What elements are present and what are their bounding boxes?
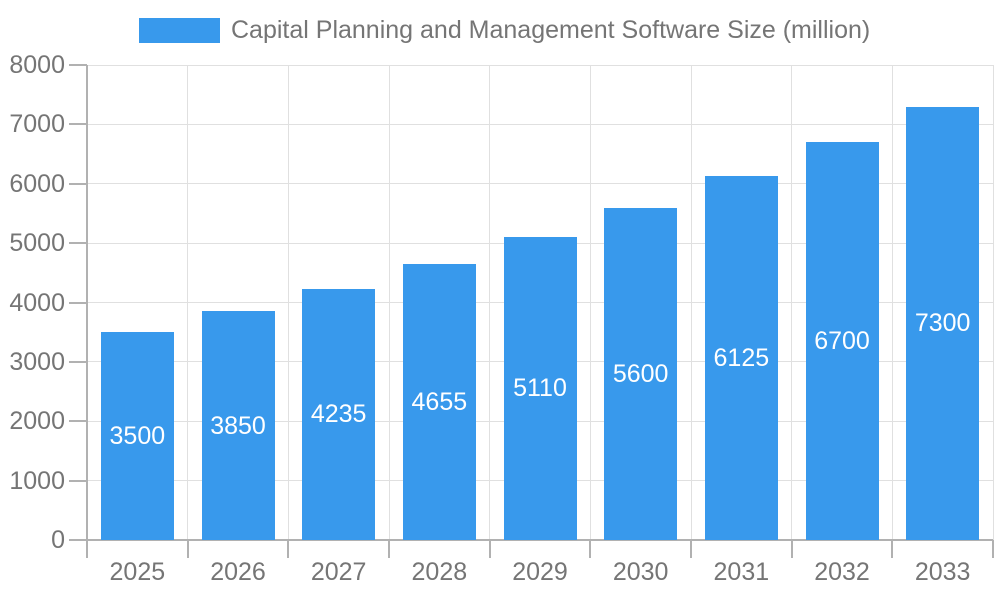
bar-value-label: 5110 [513,374,567,403]
x-axis-tick [388,540,390,558]
x-axis-label: 2032 [814,558,870,586]
y-axis-tick [69,420,87,423]
y-axis-tick [69,64,87,66]
x-axis-label: 2030 [612,558,669,586]
bar-value-label: 4235 [310,400,367,429]
y-axis-tick [69,360,87,363]
x-axis-label: 2027 [310,558,367,586]
x-axis-label: 2033 [914,558,971,586]
bar[interactable] [906,106,980,540]
x-axis-tick [86,540,88,558]
chart-legend[interactable]: Capital Planning and Management Software… [139,15,871,44]
x-axis-tick [690,540,692,558]
x-gridline [992,65,994,540]
y-axis-label: 3000 [9,347,65,376]
x-gridline [489,65,491,540]
legend-title: Capital Planning and Management Software… [231,15,871,44]
x-gridline [388,65,390,540]
x-gridline [891,65,893,540]
y-axis-label: 7000 [9,110,65,139]
x-gridline [589,65,591,540]
bar-value-label: 6700 [814,327,870,356]
bar[interactable] [604,207,678,540]
bar[interactable] [201,311,275,540]
y-axis-tick [69,301,87,304]
y-axis-line [86,65,88,540]
bar-value-label: 4655 [411,387,468,416]
x-axis-tick [589,540,592,558]
x-gridline [187,65,189,540]
x-axis-label: 2028 [411,558,468,586]
x-axis-line [86,539,993,541]
y-gridline [87,123,993,125]
bar-value-label: 3850 [210,411,266,440]
bar-value-label: 3500 [109,422,166,451]
bar[interactable] [805,142,879,540]
x-axis-label: 2025 [109,558,166,586]
x-axis-tick [287,540,290,558]
y-axis-label: 0 [51,526,65,554]
y-axis-label: 1000 [9,466,65,495]
x-gridline [287,65,289,540]
y-axis-label: 5000 [9,229,65,258]
x-axis-tick [891,540,894,558]
y-gridline [87,183,993,185]
bar[interactable] [100,332,174,540]
y-axis-tick [69,539,87,541]
x-axis-label: 2029 [512,558,568,586]
y-axis-tick [69,479,87,482]
x-axis-tick [790,540,793,558]
y-axis-tick [69,182,87,185]
y-axis-tick [69,242,87,245]
y-axis-label: 8000 [9,51,65,79]
bar[interactable] [503,236,577,540]
y-axis-label: 2000 [9,407,65,436]
y-axis-tick [69,123,87,126]
bar-value-label: 6125 [713,344,770,373]
y-gridline [87,64,993,66]
x-axis-tick [992,540,994,558]
y-axis-label: 4000 [9,288,65,317]
bar-value-label: 5600 [612,359,669,388]
bar-value-label: 7300 [914,309,971,338]
x-axis-tick [186,540,189,558]
x-gridline [791,65,793,540]
legend-swatch [139,17,220,43]
x-axis-label: 2026 [210,558,266,586]
y-axis-label: 6000 [9,169,65,198]
x-axis-label: 2031 [713,558,770,586]
bar[interactable] [402,263,476,540]
x-gridline [690,65,692,540]
bar[interactable] [704,176,778,540]
bar[interactable] [302,288,376,540]
x-axis-tick [488,540,491,558]
